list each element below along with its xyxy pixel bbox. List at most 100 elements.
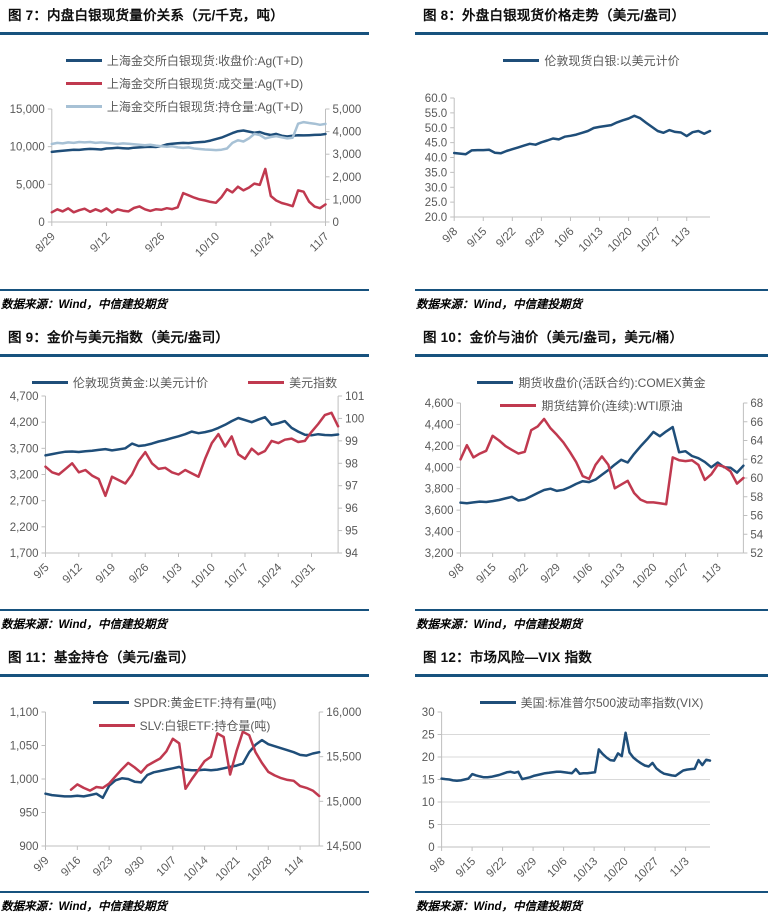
svg-text:10/14: 10/14 <box>182 854 211 883</box>
svg-text:15,000: 15,000 <box>326 796 361 808</box>
svg-text:9/15: 9/15 <box>454 856 478 880</box>
svg-text:95: 95 <box>345 525 358 537</box>
legend: 伦敦现货黄金:以美元计价 美元指数 <box>0 371 369 394</box>
svg-text:10/13: 10/13 <box>577 226 606 255</box>
svg-text:0: 0 <box>333 217 339 229</box>
legend-item: 伦敦现货黄金:以美元计价 <box>31 374 208 391</box>
svg-text:16,000: 16,000 <box>326 707 361 719</box>
svg-text:10/28: 10/28 <box>246 855 275 884</box>
svg-text:9/22: 9/22 <box>507 562 531 586</box>
svg-text:40.0: 40.0 <box>425 152 447 164</box>
figure-10-gold-vs-oil: 图 10：金价与油价（美元/盎司，美元/桶） 期货收盘价(活跃合约):COMEX… <box>415 314 768 634</box>
svg-text:10/27: 10/27 <box>663 562 692 591</box>
svg-text:9/8: 9/8 <box>447 562 467 582</box>
legend-row: 上海金交所白银现货:收盘价:Ag(T+D) <box>0 49 369 72</box>
legend-row: 伦敦现货白银:以美元计价 <box>415 49 768 72</box>
legend-line-swatch <box>503 58 540 63</box>
svg-text:2,700: 2,700 <box>10 496 39 508</box>
svg-text:9/22: 9/22 <box>494 226 518 250</box>
svg-text:11/3: 11/3 <box>668 856 692 880</box>
figure-title: 图 8：外盘白银现货价格走势（美元/盎司） <box>415 6 768 35</box>
svg-text:54: 54 <box>750 529 763 541</box>
figure-title: 图 12：市场风险—VIX 指数 <box>415 648 768 677</box>
svg-text:10/6: 10/6 <box>571 562 595 586</box>
figure-7-domestic-silver: 图 7：内盘白银现货量价关系（元/千克，吨） 上海金交所白银现货:收盘价:Ag(… <box>0 0 369 314</box>
svg-text:900: 900 <box>19 841 38 853</box>
svg-text:20.0: 20.0 <box>425 212 447 224</box>
legend-item: 伦敦现货白银:以美元计价 <box>503 52 680 69</box>
figure-title: 图 10：金价与油价（美元/盎司，美元/桶） <box>415 328 768 357</box>
legend-line-swatch <box>500 403 537 408</box>
svg-text:11/3: 11/3 <box>700 562 724 586</box>
svg-text:3,400: 3,400 <box>425 526 454 538</box>
legend-label: 伦敦现货白银:以美元计价 <box>544 53 680 68</box>
legend-item: 美国:标准普尔500波动率指数(VIX) <box>479 694 703 711</box>
source-note: 数据来源：Wind，中信建投期货 <box>0 891 369 916</box>
figure-title: 图 11：基金持仓（美元/盎司） <box>0 648 369 677</box>
svg-text:64: 64 <box>750 435 763 447</box>
svg-text:5: 5 <box>428 819 434 831</box>
svg-text:10/6: 10/6 <box>552 226 576 250</box>
svg-text:56: 56 <box>750 510 763 522</box>
svg-text:9/15: 9/15 <box>465 226 489 250</box>
line-chart: 60.055.050.045.040.035.030.025.020.09/8 9… <box>425 93 712 255</box>
svg-text:100: 100 <box>345 413 364 425</box>
svg-text:3,200: 3,200 <box>10 469 39 481</box>
svg-text:10,000: 10,000 <box>10 142 45 154</box>
svg-text:10/24: 10/24 <box>248 230 277 259</box>
figure-12-vix-index: 图 12：市场风险—VIX 指数 美国:标准普尔500波动率指数(VIX) 30… <box>415 634 768 916</box>
legend-line-swatch <box>65 81 102 86</box>
svg-text:0: 0 <box>428 842 434 854</box>
svg-text:50.0: 50.0 <box>425 123 447 135</box>
svg-text:950: 950 <box>19 807 38 819</box>
legend-label: 期货收盘价(活跃合约):COMEX黄金 <box>518 375 706 390</box>
svg-text:2,000: 2,000 <box>333 172 362 184</box>
source-note: 数据来源：Wind，中信建投期货 <box>0 609 369 634</box>
svg-text:9/23: 9/23 <box>91 855 115 879</box>
line-chart: 15,000 10,000 5,000 0 5,000 4,000 3,000 2,000 1,… <box>10 104 362 260</box>
svg-text:10/20: 10/20 <box>602 856 631 885</box>
figure-title: 图 7：内盘白银现货量价关系（元/千克，吨） <box>0 6 369 35</box>
legend-line-swatch <box>477 380 514 385</box>
svg-text:10/17: 10/17 <box>222 562 251 591</box>
legend-line-swatch <box>65 58 102 63</box>
svg-text:2,200: 2,200 <box>10 522 39 534</box>
svg-text:11/7: 11/7 <box>308 231 332 255</box>
svg-text:3,600: 3,600 <box>425 505 454 517</box>
svg-text:5,000: 5,000 <box>333 104 362 116</box>
legend-row: SPDR:黄金ETF:持有量(吨) <box>0 691 369 714</box>
svg-text:30.0: 30.0 <box>425 182 447 194</box>
svg-text:97: 97 <box>345 481 358 493</box>
svg-text:10/20: 10/20 <box>606 226 635 255</box>
legend-row: 期货结算价(连续):WTI原油 <box>415 394 768 417</box>
figure-9-gold-vs-usd-index: 图 9：金价与美元指数（美元/盎司） 伦敦现货黄金:以美元计价 美元指数 4,70… <box>0 314 369 634</box>
svg-text:3,800: 3,800 <box>425 484 454 496</box>
svg-text:10/27: 10/27 <box>635 226 664 255</box>
svg-text:10/10: 10/10 <box>193 231 222 260</box>
line-chart: 4,600 4,400 4,200 4,000 3,800 3,600 3,400 3,200… <box>425 398 764 591</box>
figure-title: 图 9：金价与美元指数（美元/盎司） <box>0 328 369 357</box>
svg-text:1,050: 1,050 <box>10 740 39 752</box>
svg-text:1,000: 1,000 <box>333 194 362 206</box>
svg-text:4,700: 4,700 <box>10 391 39 403</box>
svg-text:9/8: 9/8 <box>441 226 461 246</box>
legend-row: 上海金交所白银现货:成交量:Ag(T+D) <box>0 72 369 95</box>
figure-11-etf-holdings: 图 11：基金持仓（美元/盎司） SPDR:黄金ETF:持有量(吨) SLV:白银… <box>0 634 369 916</box>
svg-text:66: 66 <box>750 417 763 429</box>
legend-line-swatch <box>98 723 135 728</box>
svg-text:9/9: 9/9 <box>32 855 52 875</box>
svg-text:10/21: 10/21 <box>214 855 243 884</box>
legend-label: 上海金交所白银现货:持仓量:Ag(T+D) <box>106 99 304 114</box>
legend-row: SLV:白银ETF:持仓量(吨) <box>0 714 369 737</box>
svg-text:9/12: 9/12 <box>61 562 85 586</box>
svg-text:9/29: 9/29 <box>523 226 547 250</box>
svg-text:3,000: 3,000 <box>333 149 362 161</box>
svg-text:15,000: 15,000 <box>10 104 45 116</box>
svg-text:10/10: 10/10 <box>189 562 218 591</box>
svg-text:25.0: 25.0 <box>425 197 447 209</box>
svg-text:9/22: 9/22 <box>484 856 508 880</box>
svg-text:10/13: 10/13 <box>598 562 627 591</box>
svg-text:10/3: 10/3 <box>160 562 184 586</box>
svg-text:11/4: 11/4 <box>283 854 307 878</box>
